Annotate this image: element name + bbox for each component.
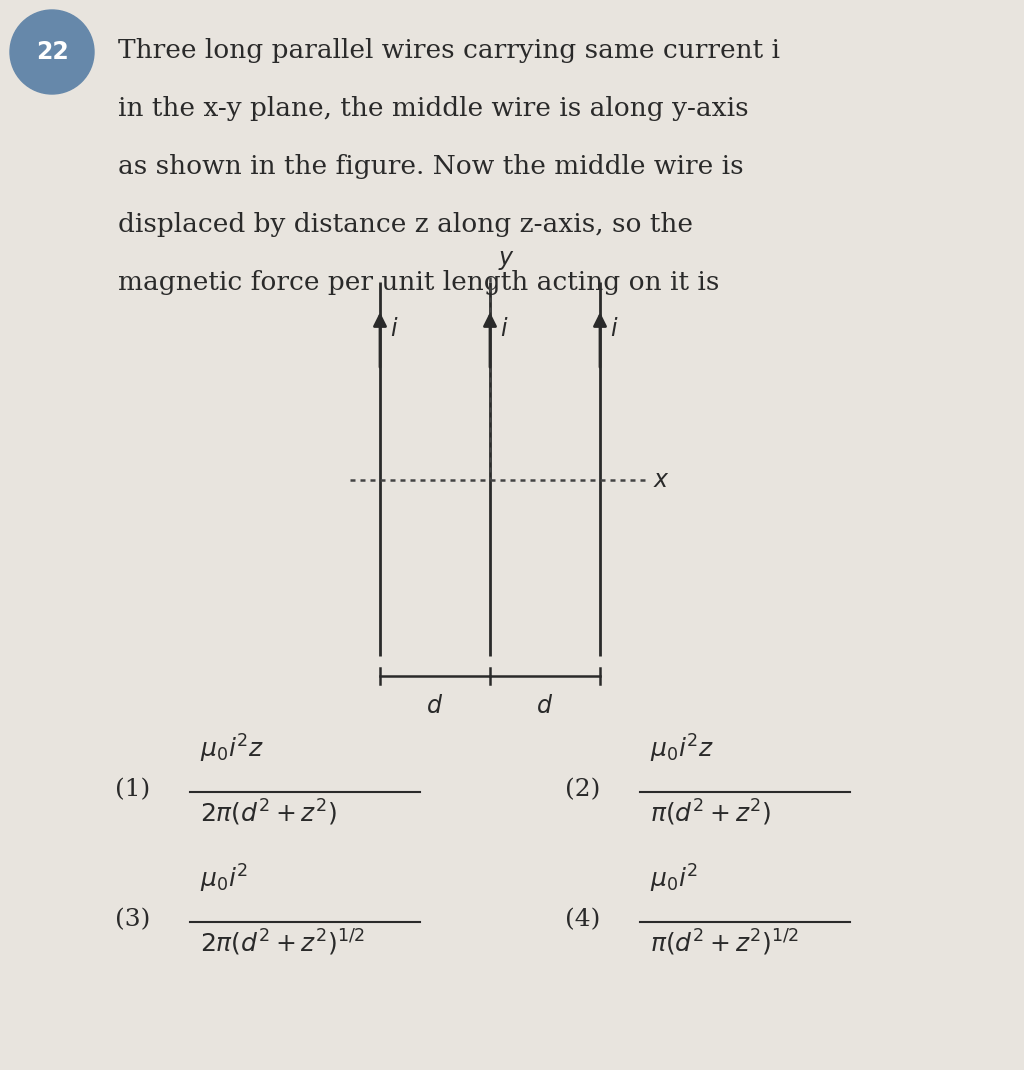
Circle shape xyxy=(10,10,94,94)
Text: $i$: $i$ xyxy=(610,318,618,341)
Text: magnetic force per unit length acting on it is: magnetic force per unit length acting on… xyxy=(118,270,720,295)
Text: $i$: $i$ xyxy=(500,318,509,341)
Text: $d$: $d$ xyxy=(537,694,554,718)
Text: (1): (1) xyxy=(115,779,151,801)
Text: $\pi(d^2 + z^2)$: $\pi(d^2 + z^2)$ xyxy=(650,798,771,828)
Text: $2\pi(d^2 + z^2)$: $2\pi(d^2 + z^2)$ xyxy=(200,798,337,828)
Text: (2): (2) xyxy=(565,779,600,801)
Text: $\mu_0 i^2 z$: $\mu_0 i^2 z$ xyxy=(200,733,264,765)
Text: $d$: $d$ xyxy=(426,694,443,718)
Text: displaced by distance z along z-axis, so the: displaced by distance z along z-axis, so… xyxy=(118,212,693,236)
Text: Three long parallel wires carrying same current i: Three long parallel wires carrying same … xyxy=(118,39,780,63)
Text: $\mu_0 i^2$: $\mu_0 i^2$ xyxy=(200,862,248,895)
Text: as shown in the figure. Now the middle wire is: as shown in the figure. Now the middle w… xyxy=(118,154,743,179)
Text: in the x-y plane, the middle wire is along y-axis: in the x-y plane, the middle wire is alo… xyxy=(118,96,749,121)
Text: $y$: $y$ xyxy=(498,248,515,272)
Text: 22: 22 xyxy=(36,40,69,64)
Text: $\pi(d^2 + z^2)^{1/2}$: $\pi(d^2 + z^2)^{1/2}$ xyxy=(650,928,799,959)
Text: $\mu_0 i^2 z$: $\mu_0 i^2 z$ xyxy=(650,733,715,765)
Text: $i$: $i$ xyxy=(390,318,398,341)
Text: (3): (3) xyxy=(115,908,151,932)
Text: (4): (4) xyxy=(565,908,600,932)
Text: $\mu_0 i^2$: $\mu_0 i^2$ xyxy=(650,862,698,895)
Text: $2\pi(d^2 + z^2)^{1/2}$: $2\pi(d^2 + z^2)^{1/2}$ xyxy=(200,928,365,959)
Text: $x$: $x$ xyxy=(653,468,670,492)
